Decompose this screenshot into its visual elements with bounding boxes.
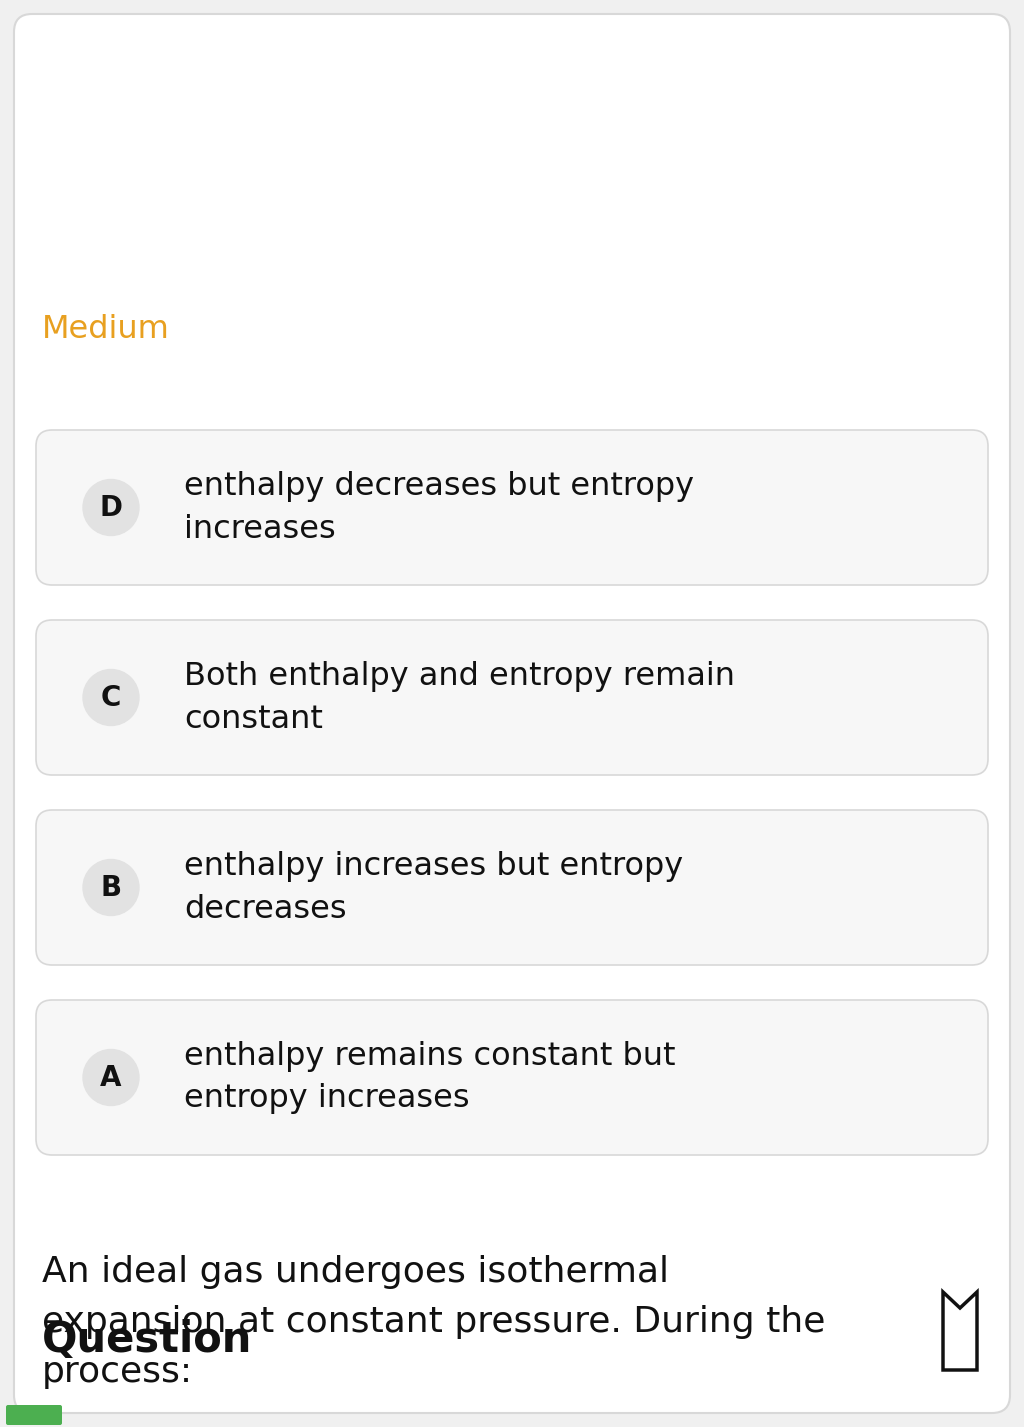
Circle shape [83,859,139,916]
FancyBboxPatch shape [36,430,988,585]
FancyBboxPatch shape [36,811,988,965]
Text: Medium: Medium [42,314,170,345]
Text: D: D [99,494,123,521]
Text: Question: Question [42,1319,252,1361]
Text: enthalpy decreases but entropy
increases: enthalpy decreases but entropy increases [184,471,694,545]
FancyBboxPatch shape [14,14,1010,1413]
Text: C: C [100,684,121,712]
Text: B: B [100,873,122,902]
FancyBboxPatch shape [6,1406,62,1426]
Text: enthalpy increases but entropy
decreases: enthalpy increases but entropy decreases [184,850,683,925]
FancyBboxPatch shape [36,1000,988,1154]
Text: Both enthalpy and entropy remain
constant: Both enthalpy and entropy remain constan… [184,661,735,735]
Circle shape [83,479,139,535]
Text: enthalpy remains constant but
entropy increases: enthalpy remains constant but entropy in… [184,1040,676,1114]
Text: A: A [100,1063,122,1092]
Text: An ideal gas undergoes isothermal
expansion at constant pressure. During the
pro: An ideal gas undergoes isothermal expans… [42,1254,825,1390]
FancyBboxPatch shape [36,619,988,775]
Circle shape [83,1049,139,1106]
Circle shape [83,669,139,725]
